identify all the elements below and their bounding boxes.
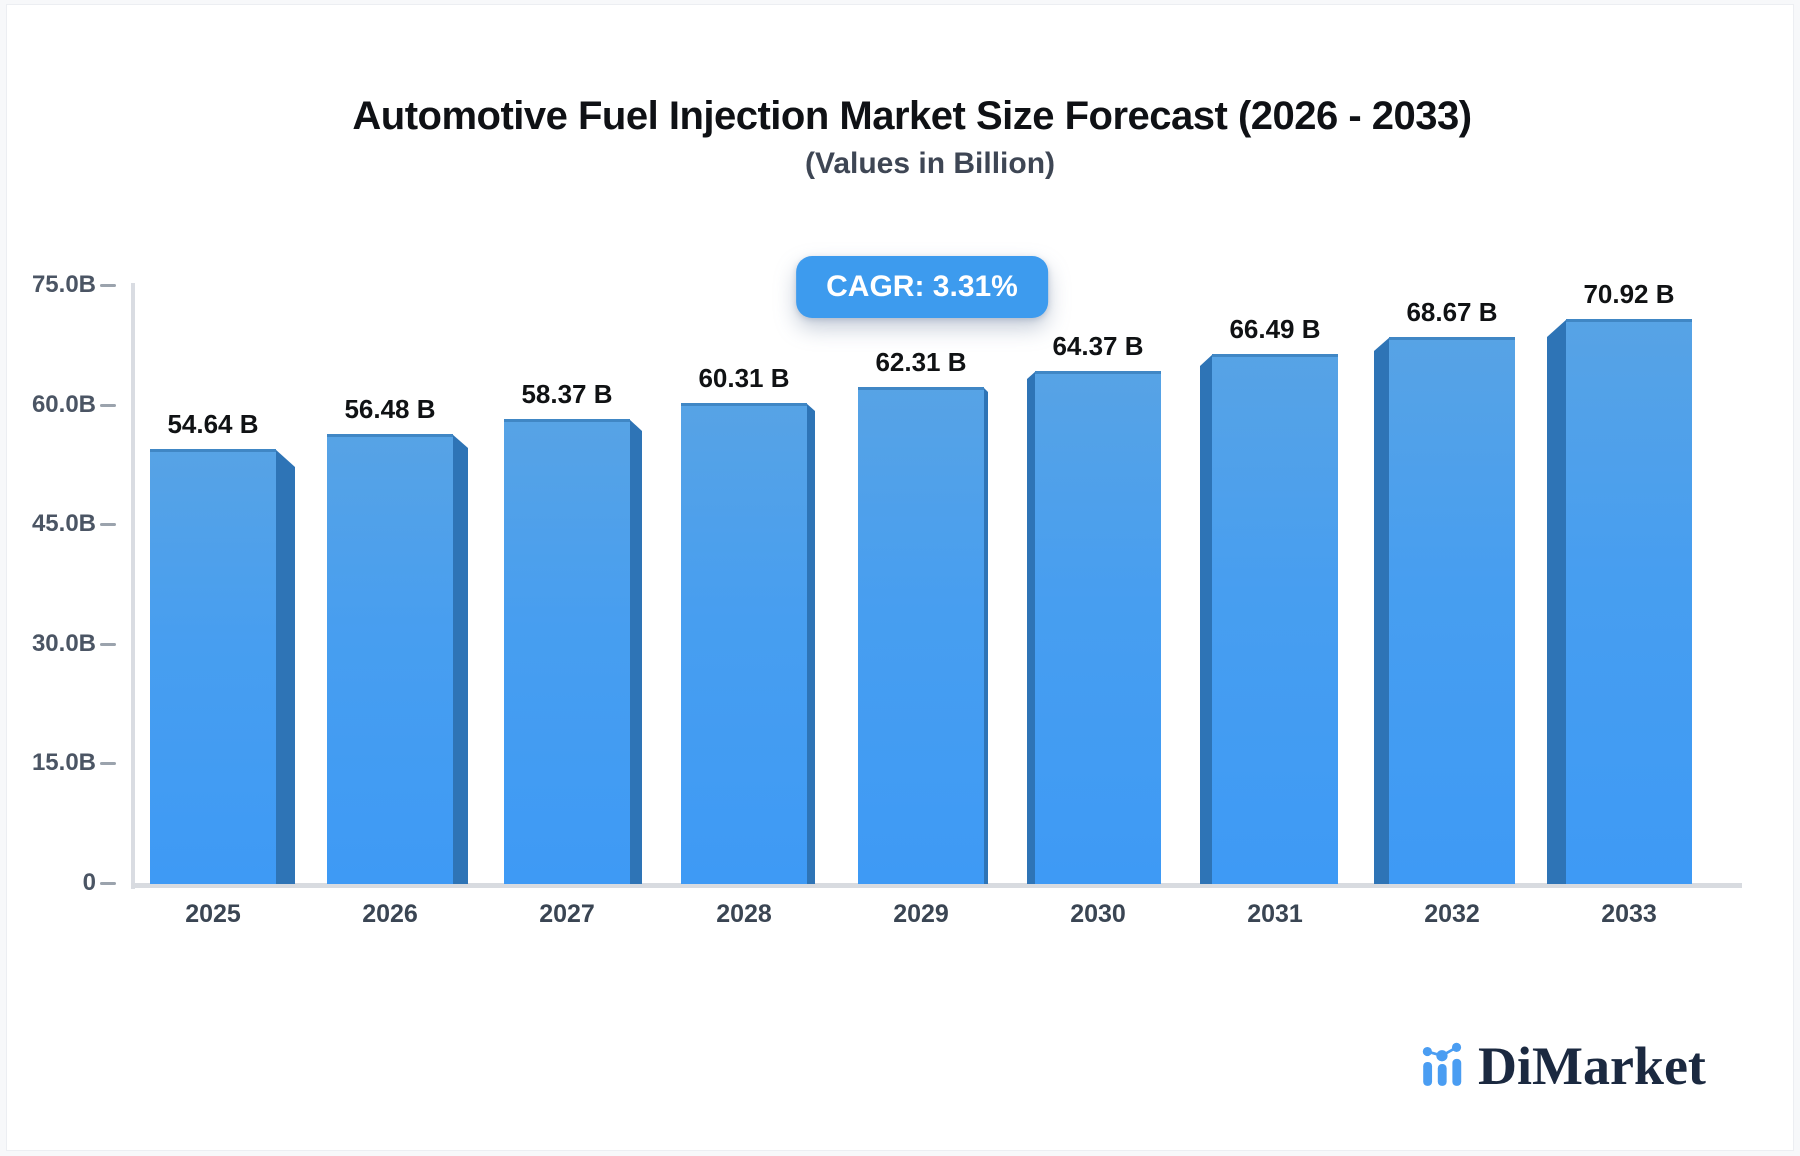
chart-title: Automotive Fuel Injection Market Size Fo… xyxy=(352,94,1472,138)
bar-face xyxy=(1035,371,1161,884)
brand-name: DiMarket xyxy=(1478,1036,1706,1096)
y-axis-tick-label: 15.0B xyxy=(31,749,96,777)
y-axis-line xyxy=(131,283,135,889)
y-axis-tick-label: 0 xyxy=(82,869,96,896)
y-axis-tick-label: 60.0B xyxy=(31,390,96,418)
bar-side-face xyxy=(1374,337,1390,884)
bar-side-face xyxy=(629,419,642,884)
y-axis-tick-label: 75.0B xyxy=(31,271,96,299)
y-axis-tick-mark xyxy=(100,642,116,646)
y-axis-tick-mark xyxy=(100,882,116,885)
x-axis-year-label: 2031 xyxy=(1247,900,1303,928)
bar-face xyxy=(858,387,984,884)
x-axis-year-label: 2030 xyxy=(1070,900,1126,928)
bar-side-face xyxy=(806,403,815,884)
bar-side-face xyxy=(1200,354,1213,884)
bar-face xyxy=(1566,319,1692,884)
bar-face xyxy=(681,403,807,884)
bar-face xyxy=(1389,337,1515,884)
bar-face xyxy=(150,449,276,884)
x-axis-year-label: 2032 xyxy=(1424,900,1480,928)
y-axis-tick-label: 45.0B xyxy=(31,510,96,538)
bar-side-face xyxy=(1547,319,1567,884)
y-axis-tick-mark xyxy=(100,523,116,527)
bar-side-face xyxy=(983,387,988,884)
y-axis-tick-label: 30.0B xyxy=(31,629,96,657)
x-axis-year-label: 2026 xyxy=(362,900,418,928)
mini-bar-line-chart-icon xyxy=(1420,1038,1466,1093)
bar-value-label: 54.64 B xyxy=(167,409,259,439)
bar-value-label: 70.92 B xyxy=(1583,279,1675,309)
y-axis-tick-mark xyxy=(100,284,116,288)
x-axis-year-label: 2027 xyxy=(539,900,595,928)
brand-logo: DiMarket xyxy=(1420,1038,1706,1093)
x-axis-year-label: 2033 xyxy=(1601,900,1657,928)
bar-value-label: 58.37 B xyxy=(521,379,613,409)
x-axis-year-label: 2028 xyxy=(716,900,772,928)
bar-value-label: 56.48 B xyxy=(344,394,436,424)
x-axis-year-label: 2025 xyxy=(185,900,241,928)
bar-value-label: 66.49 B xyxy=(1229,314,1321,344)
y-axis-tick-mark xyxy=(100,403,116,407)
bar-side-face xyxy=(452,434,468,884)
cagr-badge: CAGR: 3.31% xyxy=(796,256,1048,318)
bar-face xyxy=(504,419,630,884)
chart-subtitle: (Values in Billion) xyxy=(804,147,1056,180)
bar-side-face xyxy=(275,449,295,884)
bar-value-label: 60.31 B xyxy=(698,363,790,393)
bar-value-label: 64.37 B xyxy=(1052,331,1144,361)
bar-value-label: 62.31 B xyxy=(875,347,967,377)
x-axis-year-label: 2029 xyxy=(893,900,949,928)
bar-face xyxy=(1212,354,1338,884)
y-axis-tick-mark xyxy=(100,762,116,766)
bar-value-label: 68.67 B xyxy=(1406,297,1498,327)
x-axis-line xyxy=(131,883,1742,888)
bar-side-face xyxy=(1027,371,1036,884)
bar-face xyxy=(327,434,453,884)
